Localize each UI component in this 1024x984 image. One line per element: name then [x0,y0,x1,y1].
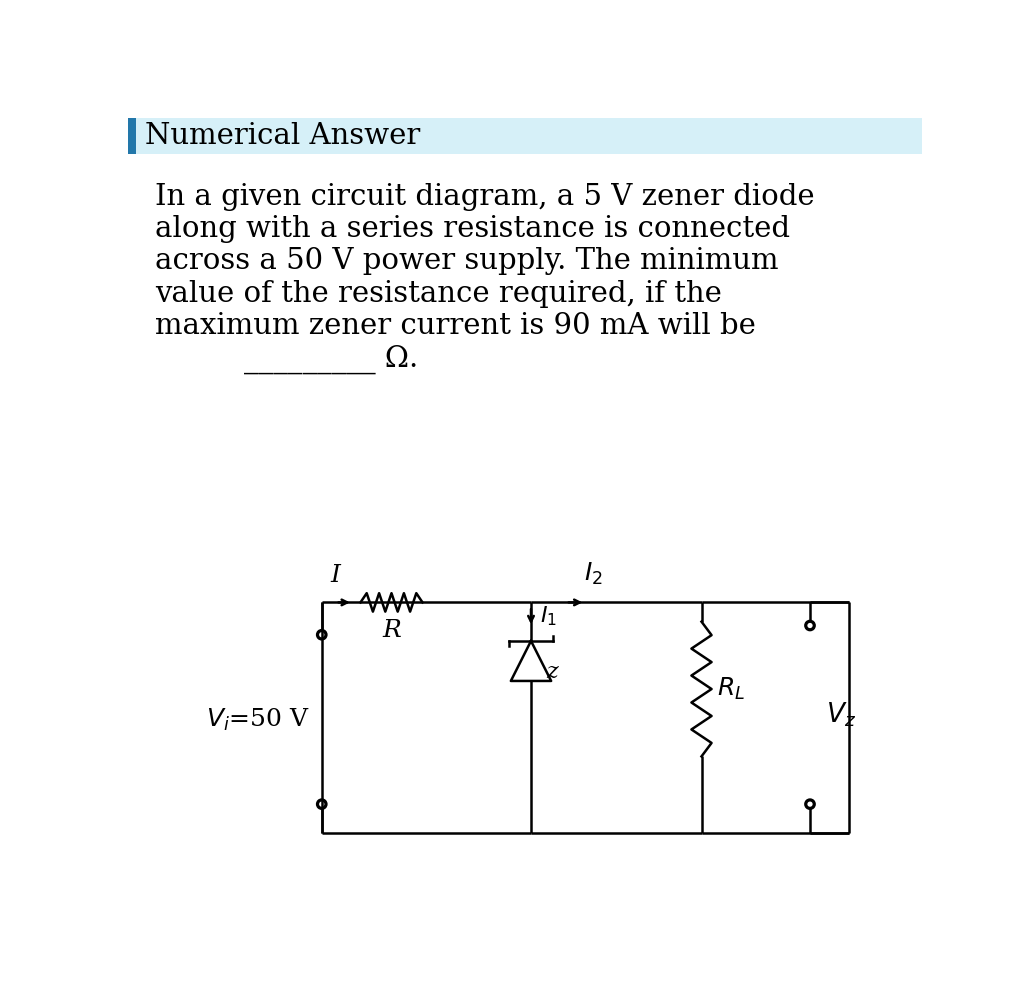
Text: $V_i$=50 V: $V_i$=50 V [207,707,310,732]
Text: across a 50 V power supply. The minimum: across a 50 V power supply. The minimum [155,247,778,276]
Text: maximum zener current is 90 mA will be: maximum zener current is 90 mA will be [155,312,756,340]
Text: $R_L$: $R_L$ [717,676,745,703]
Text: Numerical Answer: Numerical Answer [145,122,420,150]
Text: value of the resistance required, if the: value of the resistance required, if the [155,279,722,308]
Text: R: R [382,619,401,643]
Text: along with a series resistance is connected: along with a series resistance is connec… [155,215,791,243]
Text: $I_2$: $I_2$ [584,561,602,587]
FancyBboxPatch shape [128,118,922,154]
Text: In a given circuit diagram, a 5 V zener diode: In a given circuit diagram, a 5 V zener … [155,183,815,211]
Text: z: z [547,660,558,683]
FancyBboxPatch shape [128,118,136,154]
Text: $V_z$: $V_z$ [825,701,856,729]
Text: I: I [331,564,341,587]
Text: _________ Ω.: _________ Ω. [245,344,419,374]
Text: $I_1$: $I_1$ [541,605,557,629]
